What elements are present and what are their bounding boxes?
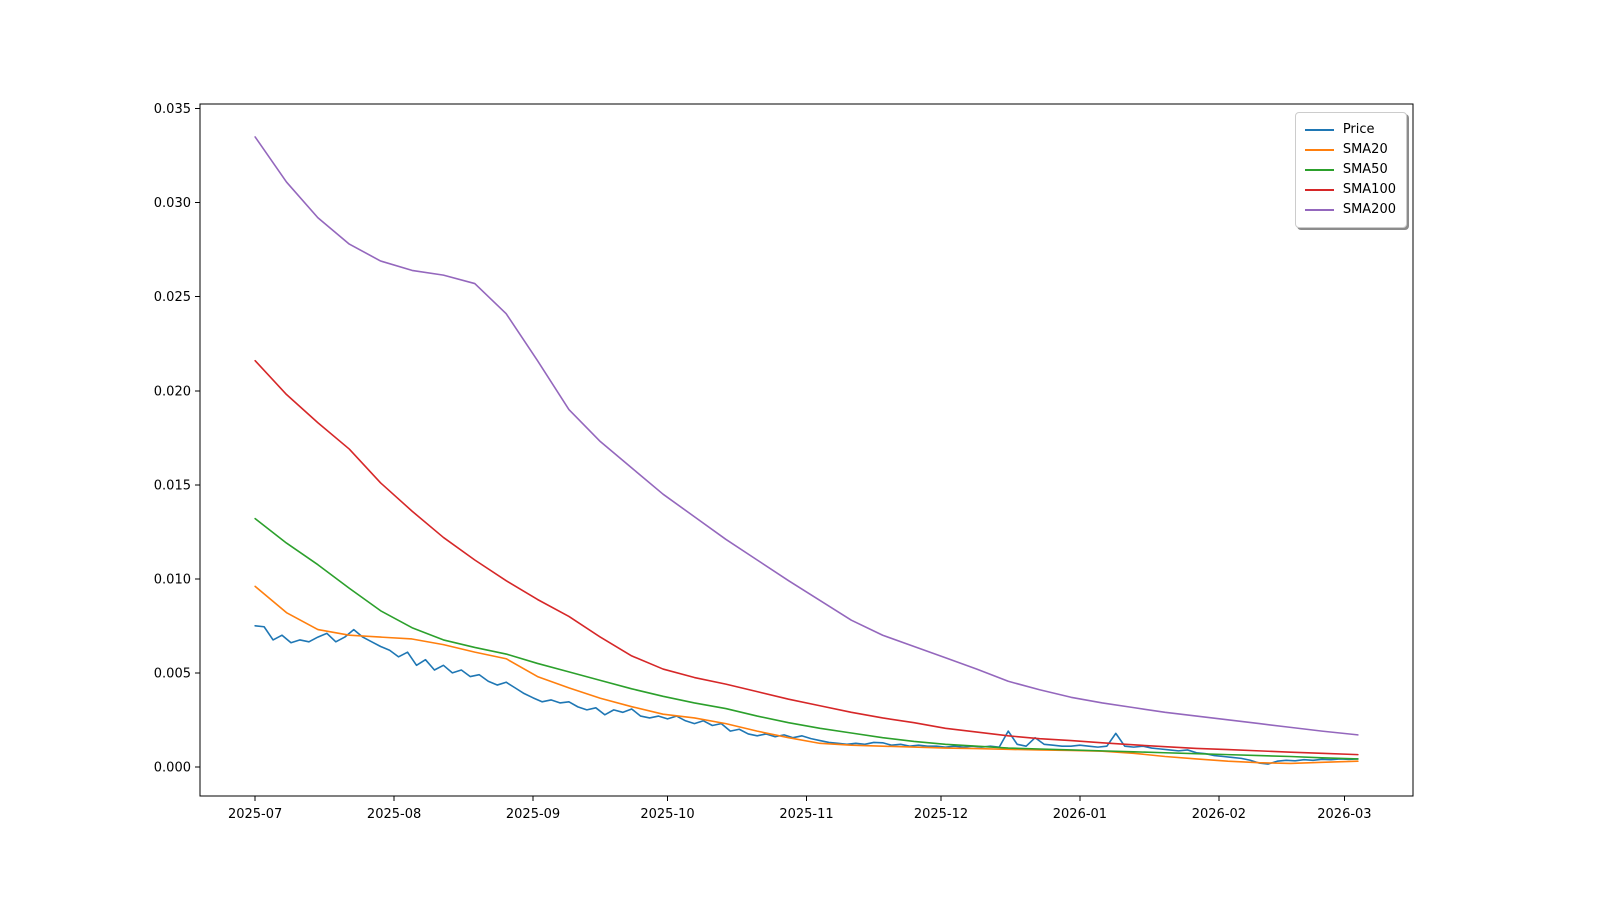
- series-line-sma20: [254, 585, 1359, 765]
- y-tick-label: 0.025: [154, 290, 191, 305]
- series-line-sma50: [254, 517, 1359, 760]
- legend-label: SMA20: [1342, 142, 1388, 157]
- axes-frame: [199, 103, 1414, 797]
- y-tick-label: 0.000: [154, 760, 191, 775]
- y-tick-label: 0.020: [154, 384, 191, 399]
- x-tick-label: 2025-08: [367, 807, 421, 822]
- legend-line-swatch: [1304, 129, 1334, 131]
- legend-label: SMA200: [1342, 202, 1396, 217]
- legend: Price SMA20 SMA50 SMA100 SMA200: [1294, 112, 1407, 228]
- series-line-sma100: [254, 359, 1359, 756]
- legend-item-sma200: SMA200: [1304, 200, 1396, 220]
- legend-line-swatch: [1304, 189, 1334, 191]
- y-tick-label: 0.015: [154, 478, 191, 493]
- legend-label: SMA100: [1342, 182, 1396, 197]
- legend-line-swatch: [1304, 149, 1334, 151]
- legend-item-sma20: SMA20: [1304, 140, 1396, 160]
- y-tick-label: 0.035: [154, 102, 191, 117]
- x-tick-label: 2026-01: [1053, 807, 1107, 822]
- legend-item-price: Price: [1304, 120, 1396, 140]
- y-tick-label: 0.030: [154, 196, 191, 211]
- series-line-price: [254, 625, 1359, 765]
- legend-item-sma50: SMA50: [1304, 160, 1396, 180]
- legend-line-swatch: [1304, 209, 1334, 211]
- legend-item-sma100: SMA100: [1304, 180, 1396, 200]
- y-tick-label: 0.005: [154, 666, 191, 681]
- x-tick-label: 2026-02: [1192, 807, 1246, 822]
- x-tick-label: 2025-12: [914, 807, 968, 822]
- x-tick-label: 2025-07: [228, 807, 282, 822]
- x-tick-label: 2025-09: [506, 807, 560, 822]
- legend-line-swatch: [1304, 169, 1334, 171]
- x-tick-label: 2026-03: [1317, 807, 1371, 822]
- y-tick-label: 0.010: [154, 572, 191, 587]
- legend-label: Price: [1342, 122, 1375, 137]
- series-line-sma200: [254, 136, 1359, 736]
- x-tick-label: 2025-10: [640, 807, 694, 822]
- x-tick-label: 2025-11: [779, 807, 833, 822]
- legend-label: SMA50: [1342, 162, 1388, 177]
